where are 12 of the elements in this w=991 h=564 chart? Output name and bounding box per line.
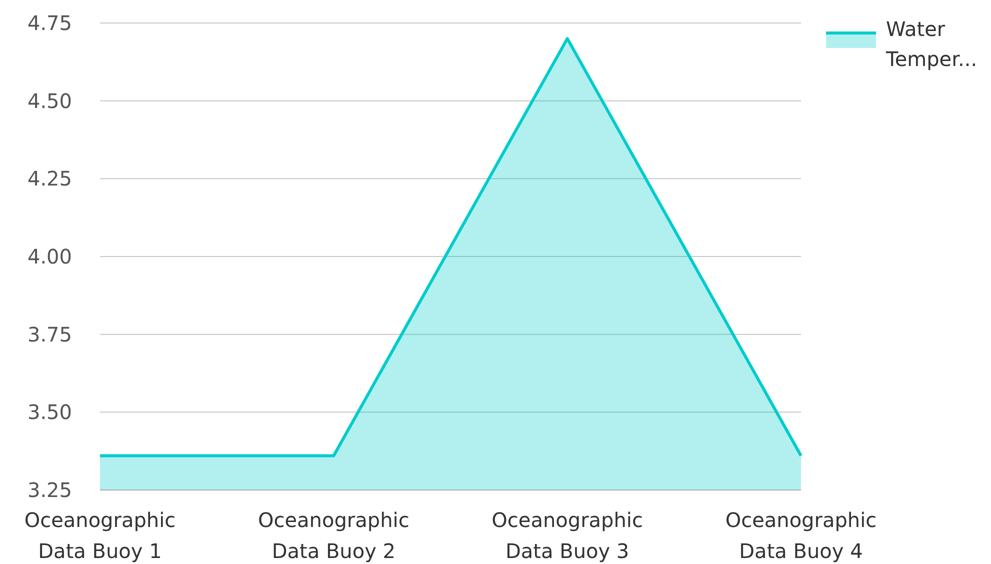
- x-tick-label: Oceanographic Data Buoy 1: [24, 508, 176, 563]
- x-tick-label: Oceanographic Data Buoy 2: [258, 508, 410, 563]
- x-tick-label: Oceanographic Data Buoy 4: [725, 508, 877, 563]
- y-tick-label: 3.75: [27, 322, 72, 346]
- y-tick-label: 4.00: [27, 244, 72, 268]
- x-tick-label: Oceanographic Data Buoy 3: [492, 508, 643, 563]
- y-tick-label: 3.25: [27, 478, 72, 502]
- legend-label: Water Temper...: [885, 17, 978, 71]
- y-tick-label: 4.75: [27, 11, 72, 35]
- y-tick-label: 3.50: [27, 400, 72, 424]
- y-tick-label: 4.25: [27, 166, 72, 191]
- y-tick-label: 4.50: [27, 88, 72, 113]
